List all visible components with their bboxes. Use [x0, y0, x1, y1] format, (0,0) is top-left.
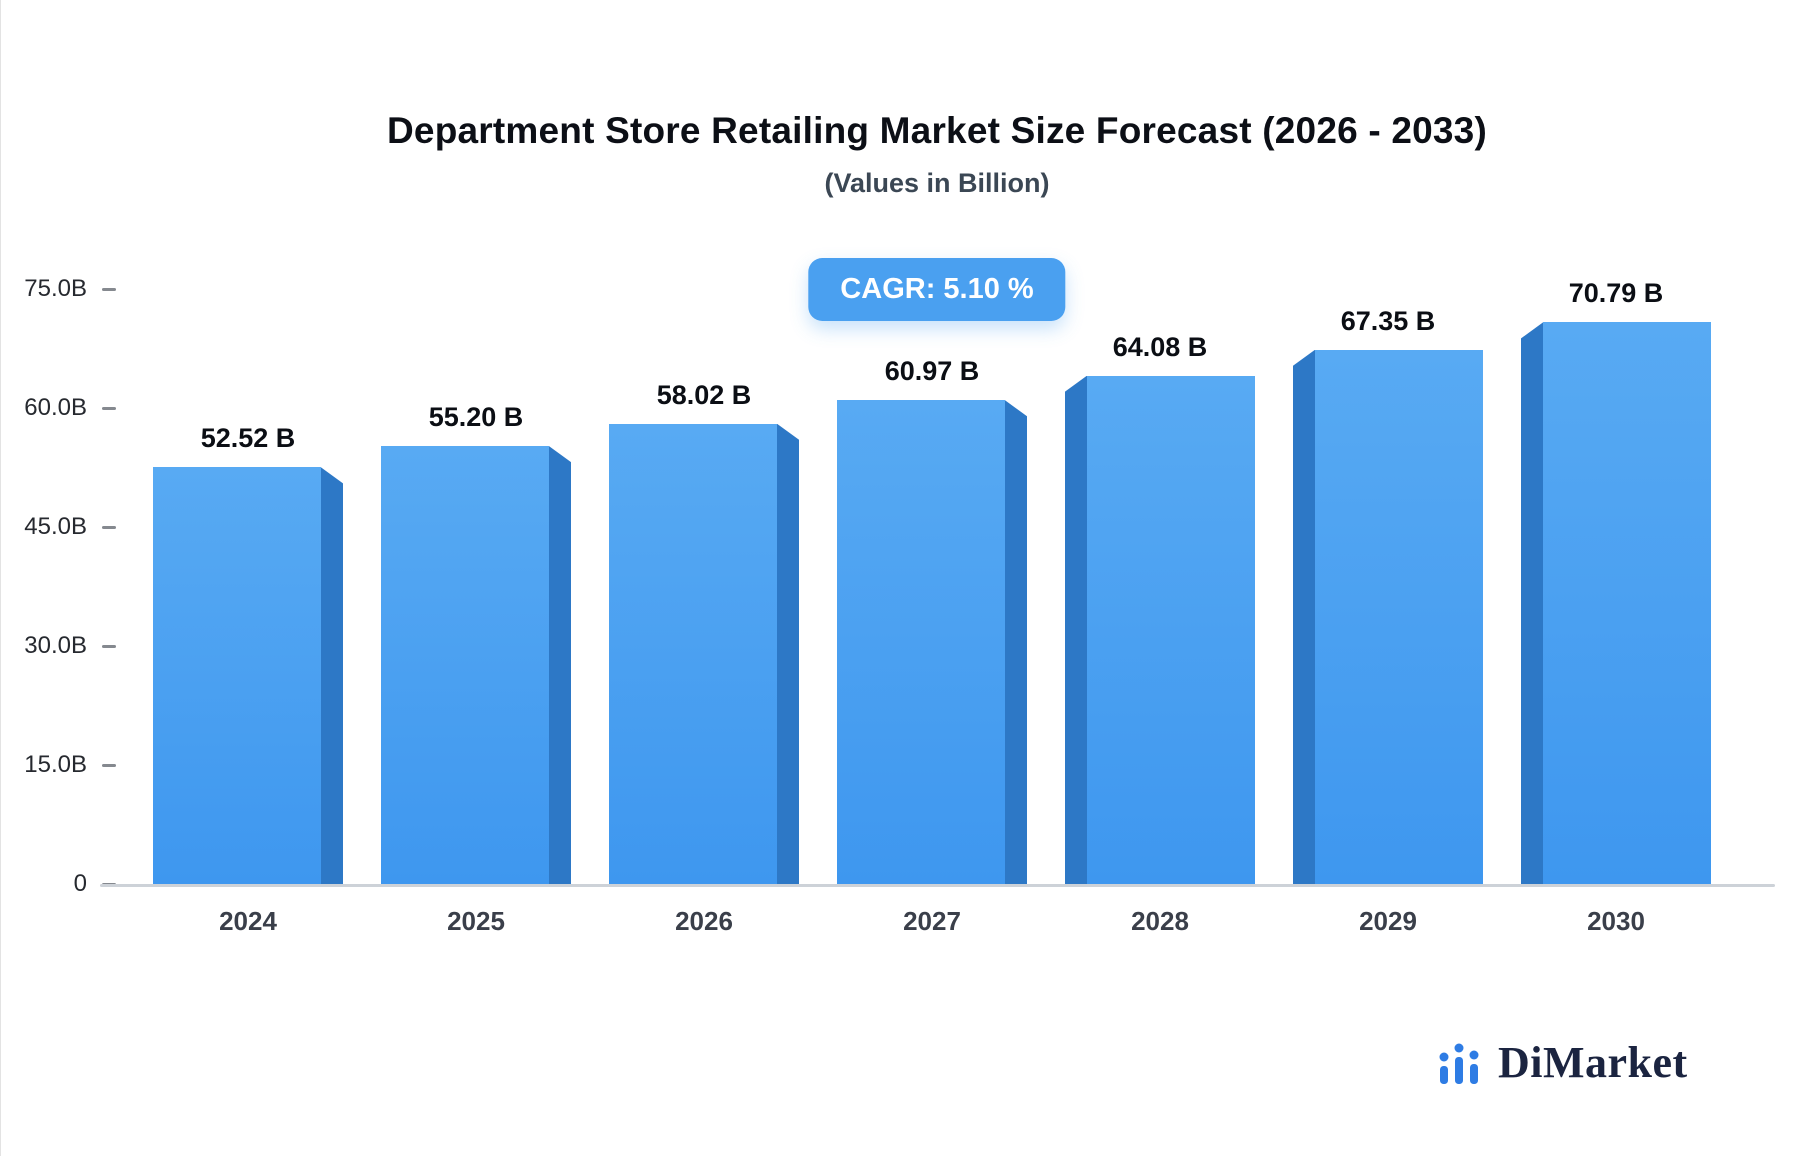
chart-subtitle: (Values in Billion)	[824, 168, 1050, 198]
bar-side-face	[321, 467, 343, 884]
y-axis-tick-label: 75.0B	[24, 275, 87, 302]
bar-side-face	[777, 423, 799, 884]
x-axis-category-label: 2028	[1131, 906, 1189, 936]
x-axis-line	[100, 884, 1775, 887]
brand-name: DiMarket	[1498, 1037, 1688, 1087]
bar	[381, 446, 571, 884]
y-axis-tick-mark	[102, 763, 116, 767]
bar-value-label: 67.35 B	[1340, 305, 1436, 336]
chart-title: Department Store Retailing Market Size F…	[387, 110, 1487, 151]
x-axis-category-label: 2030	[1587, 906, 1645, 936]
y-axis-tick-label: 15.0B	[24, 751, 87, 778]
bar-front-face	[1543, 322, 1711, 884]
brand-logo: DiMarket	[1434, 1036, 1688, 1088]
bar-value-label: 55.20 B	[428, 402, 524, 433]
bar-value-label: 70.79 B	[1568, 278, 1664, 309]
y-axis-tick-label: 0	[73, 870, 87, 897]
bar-value-label: 60.97 B	[884, 356, 980, 387]
bar-front-face	[153, 467, 321, 884]
bar-chart-dots-icon	[1434, 1036, 1486, 1088]
bar-side-face	[1065, 375, 1087, 884]
bar-front-face	[1315, 349, 1483, 884]
bar	[153, 467, 343, 884]
x-axis-category-label: 2025	[447, 906, 505, 936]
bar	[837, 400, 1027, 884]
x-axis-category-label: 2024	[219, 906, 277, 936]
bar-value-label: 52.52 B	[200, 423, 296, 454]
bar-side-face	[1521, 322, 1543, 884]
bar-value-label: 64.08 B	[1112, 331, 1208, 362]
bar	[609, 423, 799, 884]
y-axis-tick-mark	[102, 644, 116, 648]
y-axis-tick-mark	[102, 406, 116, 410]
bar-front-face	[381, 446, 549, 884]
bar	[1521, 322, 1711, 884]
y-axis-tick-mark	[102, 525, 116, 529]
bar	[1293, 349, 1483, 884]
y-axis-tick-label: 45.0B	[24, 513, 87, 540]
bar-value-label: 58.02 B	[656, 379, 752, 410]
bar-front-face	[837, 400, 1005, 884]
bar-front-face	[609, 423, 777, 884]
cagr-badge: CAGR: 5.10 %	[808, 258, 1066, 321]
bar-side-face	[1005, 400, 1027, 884]
x-axis-category-label: 2026	[675, 906, 733, 936]
x-axis-category-label: 2027	[903, 906, 961, 936]
y-axis-tick-label: 60.0B	[24, 394, 87, 421]
y-axis-tick-mark	[102, 287, 116, 291]
bar-side-face	[1293, 349, 1315, 884]
bar-side-face	[549, 446, 571, 884]
bar-front-face	[1087, 375, 1255, 884]
x-axis-category-label: 2029	[1359, 906, 1417, 936]
y-axis-tick-label: 30.0B	[24, 632, 87, 659]
bar	[1065, 375, 1255, 884]
